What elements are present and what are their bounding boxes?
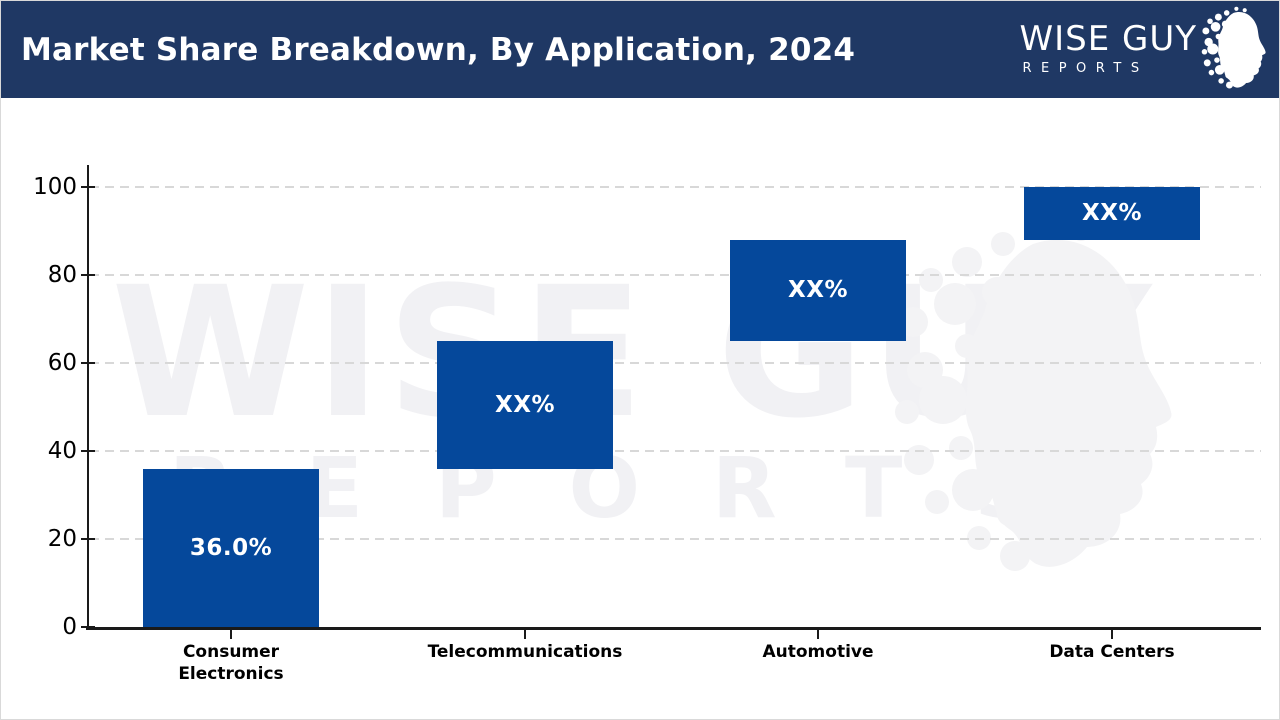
page-title: Market Share Breakdown, By Application, … bbox=[21, 31, 856, 68]
watermark: WISE GUY REPORTS bbox=[1, 98, 1279, 719]
y-tick-label: 40 bbox=[47, 438, 77, 464]
y-tick-label: 100 bbox=[33, 174, 77, 200]
bar-value-label: XX% bbox=[1081, 200, 1142, 227]
x-tick-mark bbox=[1111, 630, 1113, 639]
wise-guy-logo: WISE GUY REPORTS bbox=[1019, 6, 1271, 92]
category-label: Consumer Electronics bbox=[178, 642, 284, 685]
logo-text: WISE GUY REPORTS bbox=[1019, 19, 1197, 76]
y-tick-mark bbox=[81, 274, 95, 276]
bar-value-label: XX% bbox=[787, 277, 848, 304]
category-label: Data Centers bbox=[1049, 642, 1175, 662]
gridline bbox=[90, 274, 1261, 276]
bar: XX% bbox=[730, 239, 906, 341]
gridline bbox=[90, 450, 1261, 452]
y-tick-mark bbox=[81, 450, 95, 452]
gridline bbox=[90, 186, 1261, 188]
x-tick-mark bbox=[230, 630, 232, 639]
chart-area: WISE GUY REPORTS 36.0% XX% XX% XX% 0 20 40 60 8… bbox=[1, 98, 1279, 719]
y-tick-mark bbox=[81, 362, 95, 364]
category-label: Telecommunications bbox=[427, 642, 623, 662]
header: Market Share Breakdown, By Application, … bbox=[1, 1, 1279, 98]
y-tick-label: 60 bbox=[47, 350, 77, 376]
x-axis-line bbox=[86, 627, 1261, 630]
y-tick-mark bbox=[81, 186, 95, 188]
bar: 36.0% bbox=[143, 468, 319, 627]
watermark-head-icon bbox=[895, 217, 1172, 571]
bar-value-label: XX% bbox=[494, 391, 555, 418]
y-axis-line bbox=[87, 165, 89, 630]
y-tick-label: 80 bbox=[47, 262, 77, 288]
bar: XX% bbox=[437, 341, 613, 469]
y-tick-label: 20 bbox=[47, 526, 77, 552]
logo-subtext: REPORTS bbox=[1022, 60, 1149, 76]
logo-wordmark: WISE GUY bbox=[1019, 19, 1197, 60]
wise-guy-head-icon bbox=[1201, 6, 1266, 89]
gridline bbox=[90, 362, 1261, 364]
gridline bbox=[90, 538, 1261, 540]
x-tick-mark bbox=[524, 630, 526, 639]
bar: XX% bbox=[1024, 187, 1200, 240]
x-tick-mark bbox=[817, 630, 819, 639]
bar-value-label: 36.0% bbox=[189, 534, 273, 561]
category-label: Automotive bbox=[762, 642, 874, 662]
y-tick-mark bbox=[81, 626, 95, 628]
y-tick-label: 0 bbox=[62, 614, 77, 640]
y-tick-mark bbox=[81, 538, 95, 540]
